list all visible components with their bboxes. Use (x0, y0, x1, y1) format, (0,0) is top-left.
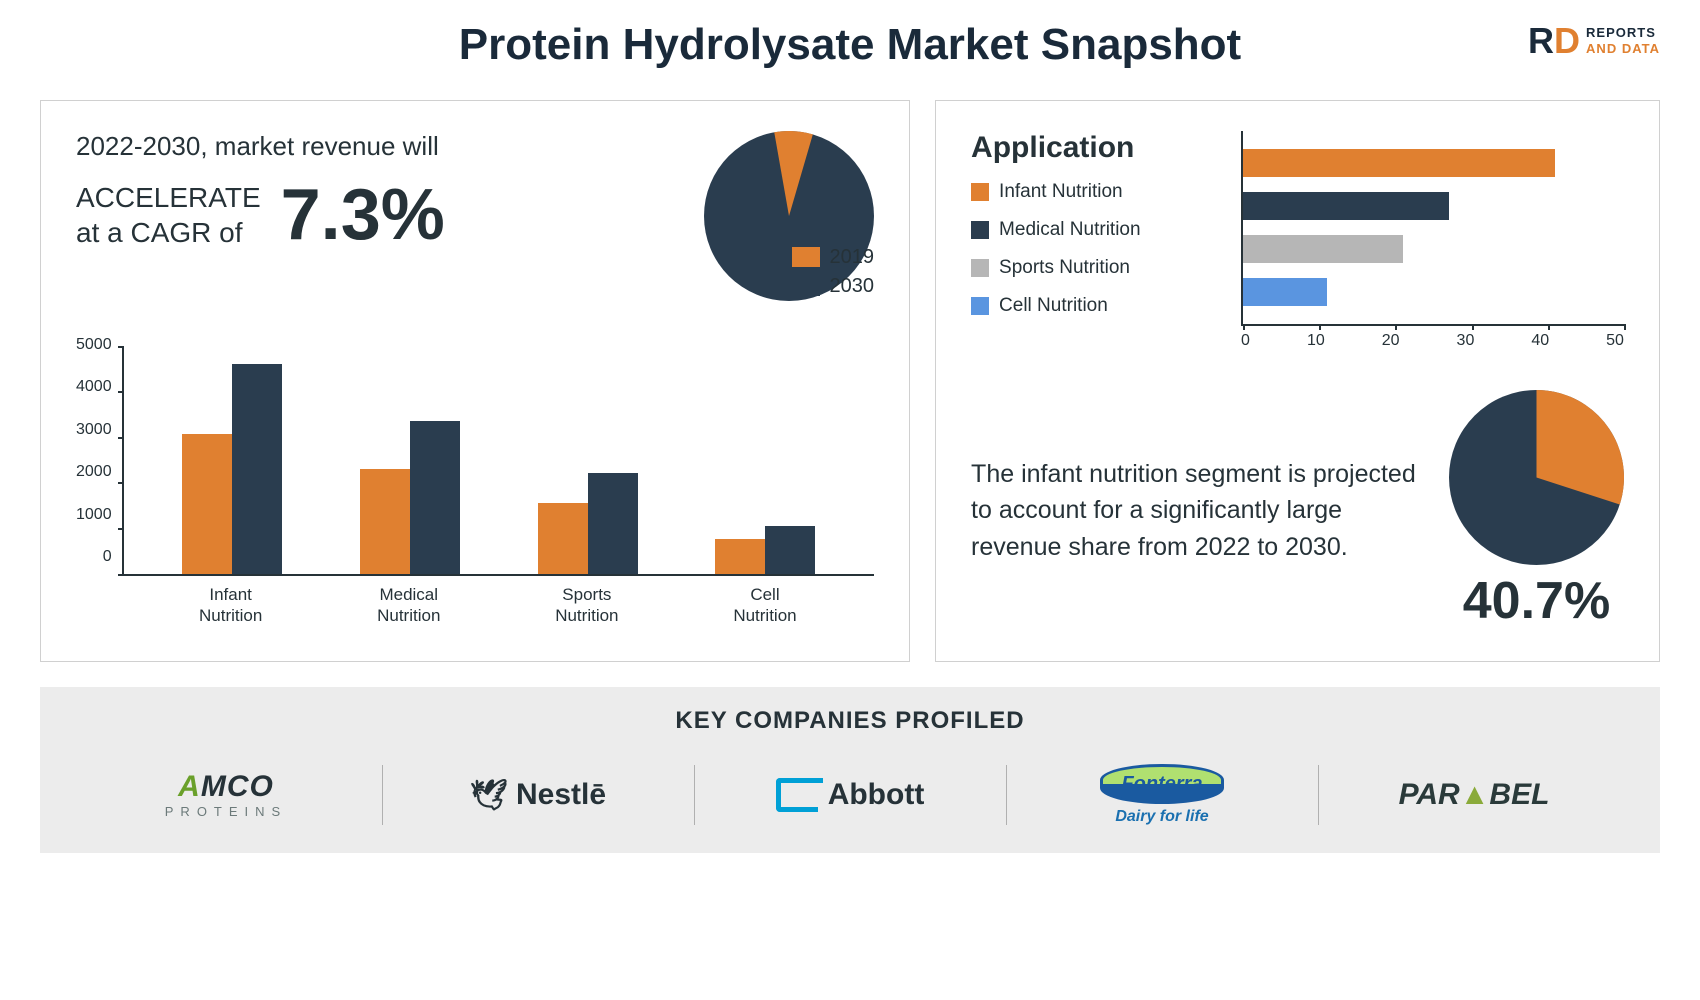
hbar-infant-nutrition (1243, 149, 1555, 177)
panel-cagr-and-bars: 2022-2030, market revenue will ACCELERAT… (40, 100, 910, 662)
app-legend-medical-nutrition: Medical Nutrition (971, 219, 1211, 241)
brand-logo: RD REPORTS AND DATA (1528, 20, 1660, 62)
insight-text: The infant nutrition segment is projecte… (971, 456, 1419, 565)
company-abbott: Abbott (694, 755, 1006, 835)
hbar-medical-nutrition (1243, 192, 1449, 220)
bird-icon: 🕊 (470, 778, 508, 813)
bar-2019-0 (182, 434, 232, 573)
bar-chart-legend: 20192030 (792, 246, 875, 298)
company-fonterra: Fonterra Dairy for life (1006, 755, 1318, 835)
application-x-labels: 01020304050 (1241, 326, 1624, 350)
company-parabel: PAR▲BEL (1318, 755, 1630, 835)
logo-text-1: REPORTS (1586, 25, 1660, 41)
cagr-period-text: 2022-2030, market revenue will (76, 131, 704, 162)
bar-2030-2 (588, 473, 638, 573)
cagr-accelerate-text: ACCELERATEat a CAGR of (76, 180, 261, 250)
grouped-bar-chart: 500040003000200010000 20192030 InfantNut… (76, 336, 874, 626)
panel-application: Application Infant Nutrition Medical Nutr… (935, 100, 1660, 662)
bar-2019-1 (360, 469, 410, 574)
company-amco: AMCO PROTEINS (70, 755, 382, 835)
bar-2030-3 (765, 526, 815, 574)
page-title: Protein Hydrolysate Market Snapshot (459, 20, 1241, 70)
logo-text-2: AND DATA (1586, 41, 1660, 57)
companies-title: KEY COMPANIES PROFILED (70, 707, 1630, 735)
logo-mark: RD (1528, 20, 1580, 62)
insight-value: 40.7% (1463, 571, 1610, 631)
bar-2019-3 (715, 539, 765, 573)
bar-2019-2 (538, 503, 588, 574)
bar-chart-x-labels: InfantNutritionMedicalNutritionSportsNut… (122, 576, 874, 627)
insight-pie-chart (1449, 390, 1624, 565)
company-nestle: 🕊Nestlē (382, 755, 694, 835)
app-legend-infant-nutrition: Infant Nutrition (971, 181, 1211, 203)
bar-chart-y-axis: 500040003000200010000 (76, 336, 122, 566)
application-title: Application (971, 131, 1211, 165)
bar-chart-plot-area (122, 346, 874, 576)
app-legend-cell-nutrition: Cell Nutrition (971, 295, 1211, 317)
bar-2030-1 (410, 421, 460, 574)
hbar-sports-nutrition (1243, 235, 1403, 263)
cagr-value: 7.3% (281, 174, 445, 256)
companies-panel: KEY COMPANIES PROFILED AMCO PROTEINS 🕊Ne… (40, 687, 1660, 853)
application-legend: Infant Nutrition Medical Nutrition Sports … (971, 181, 1211, 317)
application-hbar-plot (1241, 131, 1624, 326)
hbar-cell-nutrition (1243, 278, 1327, 306)
bar-2030-0 (232, 364, 282, 574)
abbott-icon (776, 778, 818, 812)
app-legend-sports-nutrition: Sports Nutrition (971, 257, 1211, 279)
